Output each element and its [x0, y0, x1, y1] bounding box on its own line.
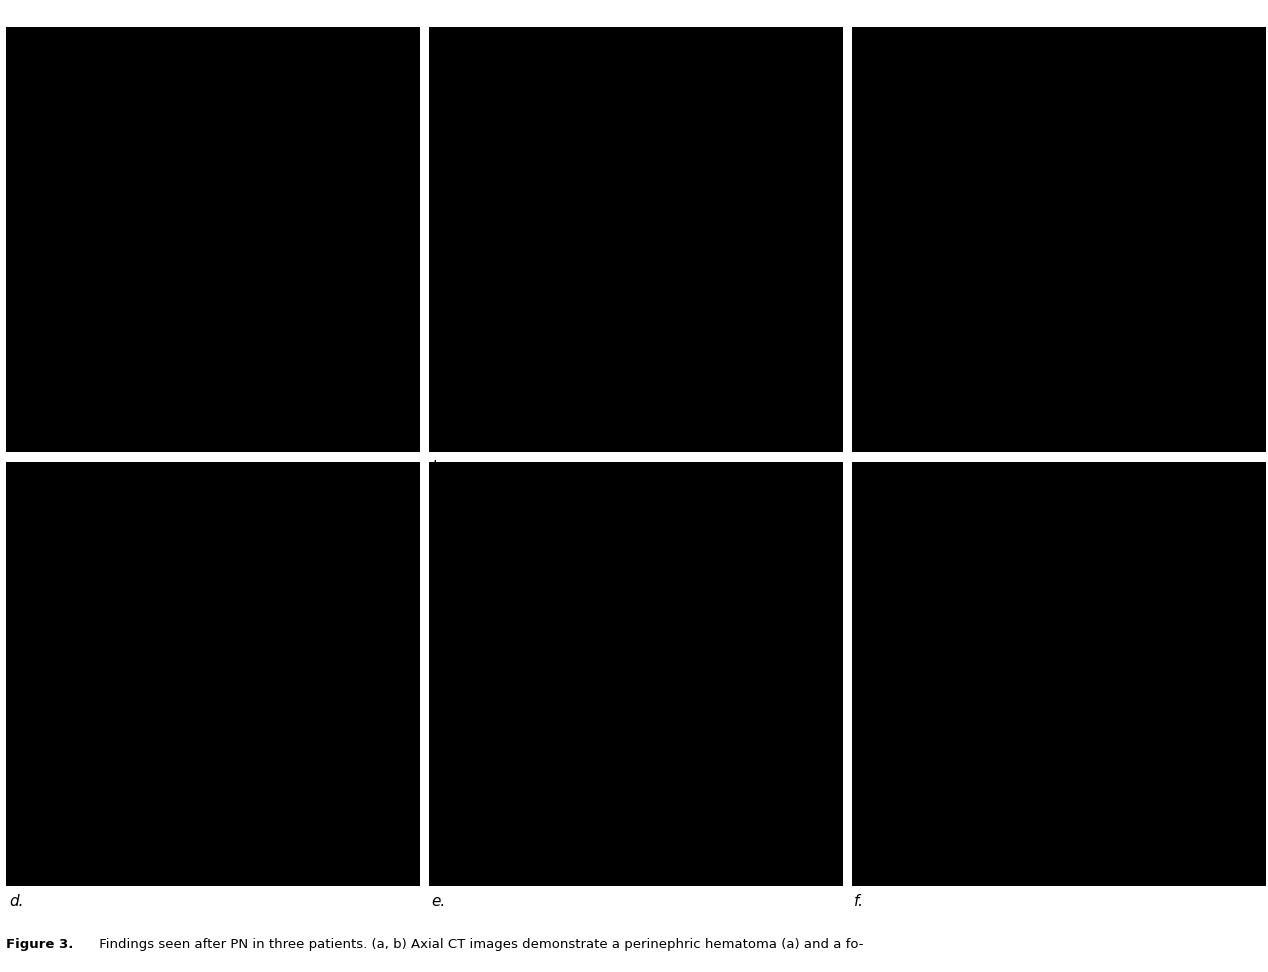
Text: a.: a.: [9, 460, 23, 474]
Text: c.: c.: [855, 460, 867, 474]
Text: Findings seen after PN in three patients. (a, b) Axial CT images demonstrate a p: Findings seen after PN in three patients…: [86, 938, 864, 951]
Text: f.: f.: [855, 894, 865, 909]
Text: e.: e.: [431, 894, 446, 909]
Text: Figure 3.: Figure 3.: [6, 938, 74, 951]
Text: b.: b.: [431, 460, 446, 474]
Text: d.: d.: [9, 894, 23, 909]
